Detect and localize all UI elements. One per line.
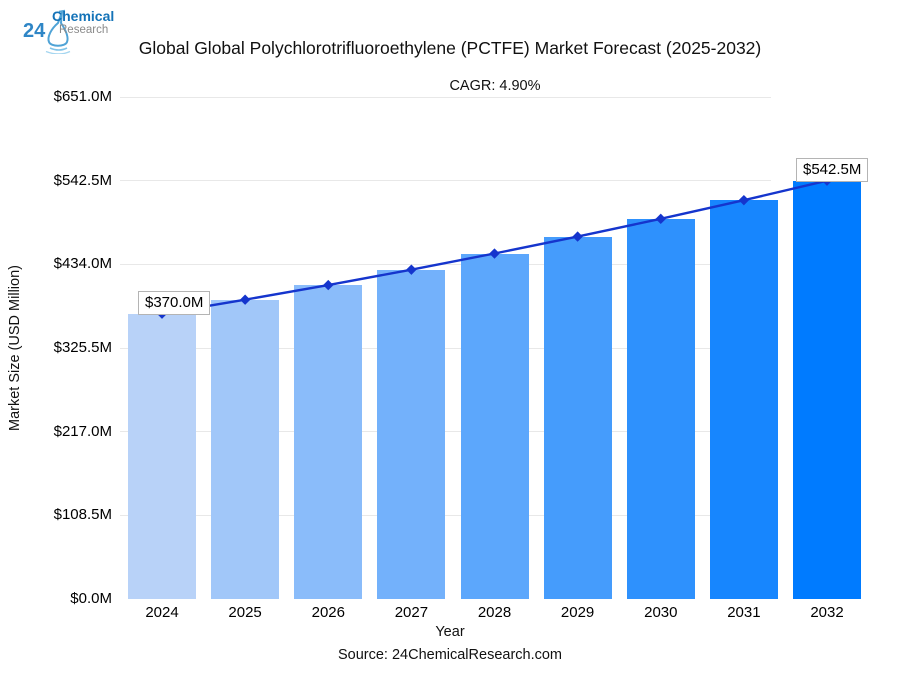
gridline-651 <box>120 96 771 98</box>
flask-ripple-2 <box>45 50 71 54</box>
x-axis-title: Year <box>435 624 465 640</box>
x-tick-label-2029: 2029 <box>560 604 595 621</box>
logo-text: Chemical Research <box>52 9 114 36</box>
bar-2032 <box>793 180 861 599</box>
data-label-2024: $370.0M <box>138 290 211 315</box>
gridline-217 <box>120 431 771 433</box>
x-tick-label-2030: 2030 <box>644 604 678 621</box>
gridline-108.5 <box>120 514 771 516</box>
bar-2031 <box>709 200 778 599</box>
flask-logo-icon: 24 <box>23 9 71 54</box>
y-tick-label-651: $651.0M <box>53 88 112 105</box>
bar-2027 <box>377 269 446 599</box>
bar-2024 <box>128 313 196 599</box>
bar-2030 <box>626 218 695 599</box>
y-tick-label-542.5: $542.5M <box>53 171 112 189</box>
x-tick-label-2026: 2026 <box>311 604 345 621</box>
y-tick-label-0: $0.0M <box>70 590 112 607</box>
logo-chemical: Chemical <box>52 8 115 24</box>
y-tick-label-108.5: $108.5M <box>53 506 112 524</box>
x-tick-label-2031: 2031 <box>727 604 761 621</box>
gridline-325.5 <box>120 347 771 349</box>
x-tick-label-2028: 2028 <box>477 604 512 621</box>
logo: 24 <box>20 8 120 54</box>
bar-2028 <box>460 253 529 599</box>
data-label-2032: $542.5M <box>796 157 869 182</box>
x-tick-label-2027: 2027 <box>394 604 429 621</box>
y-tick-label-434: $434.0M <box>53 255 112 273</box>
flask-outline <box>47 9 69 47</box>
x-tick-label-2025: 2025 <box>228 604 262 621</box>
y-tick-label-217: $217.0M <box>53 422 112 440</box>
chart-title: Global Global Polychlorotrifluoroethylen… <box>138 38 762 58</box>
flask-ripple-1 <box>49 47 68 51</box>
logo-number-24: 24 <box>23 20 46 42</box>
bar-2026 <box>294 285 363 599</box>
plot-area: $0.0M $108.5M $217.0M $325.5M $434.0M $542.5M… <box>54 88 870 621</box>
x-tick-label-2024: 2024 <box>145 604 179 621</box>
bar-2029 <box>543 236 612 599</box>
logo-research: Research <box>59 23 109 36</box>
bar-2025 <box>211 299 280 599</box>
source-text: Source: 24ChemicalResearch.com <box>337 647 563 663</box>
x-tick-label-2032: 2032 <box>810 604 844 621</box>
y-tick-label-325.5: $325.5M <box>53 339 112 356</box>
gridline-542.5 <box>120 180 771 182</box>
chart-subtitle: CAGR: 4.90% <box>449 78 541 94</box>
